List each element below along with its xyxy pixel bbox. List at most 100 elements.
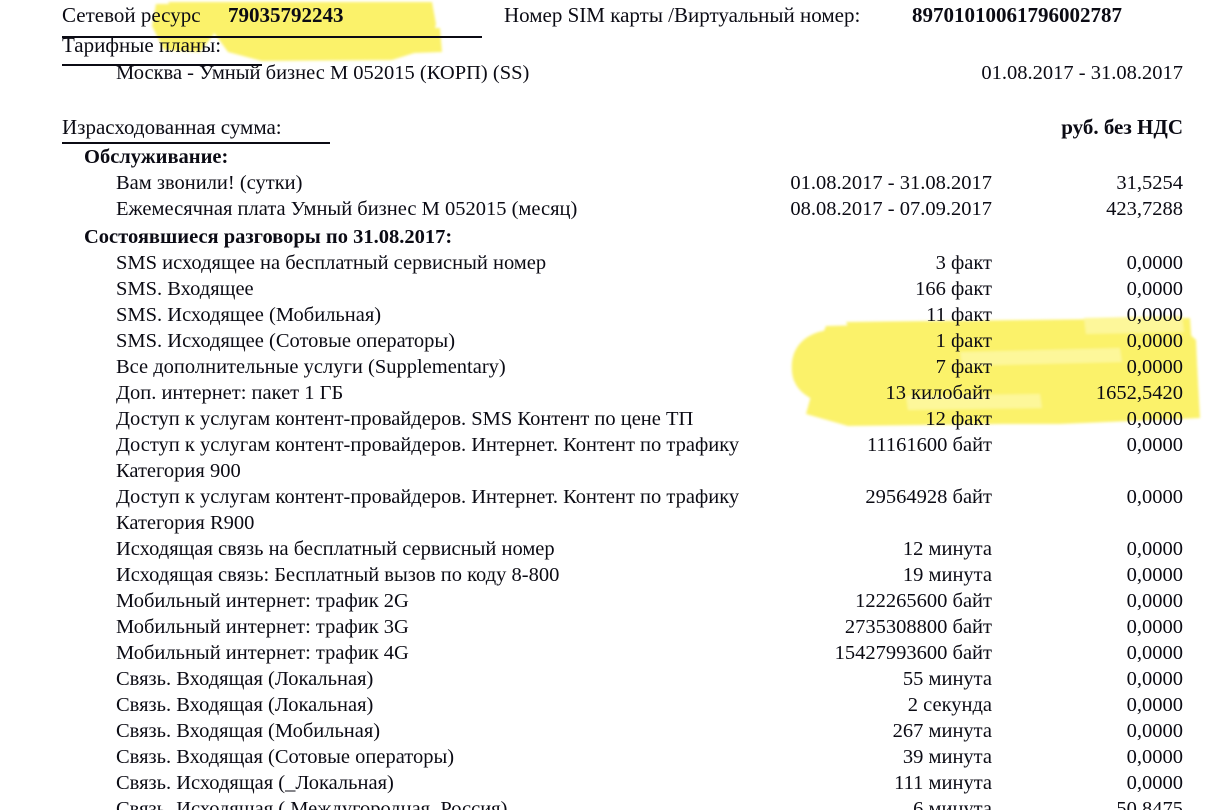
table-row: Связь. Входящая (Локальная) 2 секунда 0,00… <box>0 692 1210 718</box>
row-label: Все дополнительные услуги (Supplementary… <box>116 356 506 378</box>
table-row: Связь. Исходящая (_Локальная) 111 минута 0… <box>0 770 1210 796</box>
service-group-title: Обслуживание: <box>84 146 229 168</box>
tariff-plan-row: Москва - Умный бизнес М 052015 (КОРП) (S… <box>0 60 1210 86</box>
row-amount: 0,0000 <box>1126 252 1183 274</box>
row-amount: 423,7288 <box>1106 198 1183 220</box>
table-row: Мобильный интернет: трафик 2G 122265600 б… <box>0 588 1210 614</box>
row-quantity: 122265600 байт <box>855 590 992 612</box>
row-quantity: 15427993600 байт <box>834 642 992 664</box>
row-quantity: 08.08.2017 - 07.09.2017 <box>790 198 992 220</box>
table-row: Связь. Входящая (Локальная) 55 минута 0,00… <box>0 666 1210 692</box>
row-amount: 0,0000 <box>1126 616 1183 638</box>
table-row: Связь. Исходящая ( Междугородная, Россия… <box>0 796 1210 810</box>
table-row: SMS. Исходящее (Сотовые операторы) 1 факт… <box>0 328 1210 354</box>
rule-tariff-title <box>62 64 262 66</box>
row-quantity: 39 минута <box>902 746 992 768</box>
row-quantity: 13 килобайт <box>885 382 993 404</box>
row-label: Связь. Исходящая (_Локальная) <box>116 772 394 794</box>
table-row: Мобильный интернет: трафик 4G 15427993600… <box>0 640 1210 666</box>
row-label: Исходящая связь на бесплатный сервисный … <box>116 538 555 560</box>
row-amount: 0,0000 <box>1126 694 1183 716</box>
row-quantity: 6 минута <box>913 798 992 810</box>
network-resource-label: Сетевой ресурс <box>62 3 201 27</box>
table-row: Исходящая связь: Бесплатный вызов по код… <box>0 562 1210 588</box>
currency-note: руб. без НДС <box>1061 115 1183 139</box>
tariff-plan-period: 01.08.2017 - 31.08.2017 <box>981 62 1183 84</box>
service-group-title-row: Обслуживание: <box>0 144 1210 170</box>
row-label: Вам звонили! (сутки) <box>116 172 303 194</box>
row-amount: 0,0000 <box>1126 330 1183 352</box>
row-label: SMS. Исходящее (Мобильная) <box>116 304 382 326</box>
row-quantity: 267 минута <box>892 720 992 742</box>
row-amount: 0,0000 <box>1126 564 1183 586</box>
row-label: Мобильный интернет: трафик 3G <box>116 616 409 638</box>
row-label: Мобильный интернет: трафик 2G <box>116 590 409 612</box>
row-quantity: 3 факт <box>935 252 992 274</box>
table-row: Доступ к услугам контент-провайдеров. Ин… <box>0 432 1210 482</box>
row-label: Доступ к услугам контент-провайдеров. SM… <box>116 408 694 430</box>
sim-number-label: Номер SIM карты /Виртуальный номер: <box>504 3 861 27</box>
row-amount: 0,0000 <box>1126 408 1183 430</box>
row-quantity: 7 факт <box>935 356 992 378</box>
row-label: Доп. интернет: пакет 1 ГБ <box>116 382 344 404</box>
row-amount: 0,0000 <box>1126 278 1183 300</box>
row-amount: 0,0000 <box>1126 304 1183 326</box>
row-amount: 0,0000 <box>1126 642 1183 664</box>
row-quantity: 2735308800 байт <box>844 616 992 638</box>
calls-group-title: Состоявшиеся разговоры по 31.08.2017: <box>84 226 453 248</box>
row-quantity: 11 факт <box>926 304 992 326</box>
row-quantity: 111 минута <box>894 772 992 794</box>
network-resource-value: 79035792243 <box>228 3 344 27</box>
row-quantity: 166 факт <box>915 278 992 300</box>
tariff-plan-name: Москва - Умный бизнес М 052015 (КОРП) (S… <box>116 62 530 84</box>
table-row: Все дополнительные услуги (Supplementary… <box>0 354 1210 380</box>
row-label: Связь. Исходящая ( Междугородная, Россия… <box>116 798 508 810</box>
row-label: SMS исходящее на бесплатный сервисный но… <box>116 252 547 274</box>
row-amount: 0,0000 <box>1126 772 1183 794</box>
row-amount: 0,0000 <box>1126 356 1183 378</box>
row-quantity: 55 минута <box>902 668 992 690</box>
row-quantity: 11161600 байт <box>866 434 992 456</box>
table-row: SMS. Входящее 166 факт 0,0000 <box>0 276 1210 302</box>
row-label: SMS. Исходящее (Сотовые операторы) <box>116 330 456 352</box>
table-row: Доступ к услугам контент-провайдеров. SM… <box>0 406 1210 432</box>
row-label: Доступ к услугам контент-провайдеров. Ин… <box>116 434 740 482</box>
row-label: Доступ к услугам контент-провайдеров. Ин… <box>116 486 740 534</box>
table-row: SMS. Исходящее (Мобильная) 11 факт 0,0000 <box>0 302 1210 328</box>
table-row: Связь. Входящая (Сотовые операторы) 39 ми… <box>0 744 1210 770</box>
row-quantity: 12 факт <box>925 408 992 430</box>
table-row: Доп. интернет: пакет 1 ГБ 13 килобайт 1652… <box>0 380 1210 406</box>
row-amount: 0,0000 <box>1126 486 1183 508</box>
row-label: Связь. Входящая (Сотовые операторы) <box>116 746 455 768</box>
table-row: Доступ к услугам контент-провайдеров. Ин… <box>0 484 1210 534</box>
table-row: SMS исходящее на бесплатный сервисный но… <box>0 250 1210 276</box>
row-quantity: 1 факт <box>935 330 992 352</box>
row-amount: 0,0000 <box>1126 746 1183 768</box>
row-label: Связь. Входящая (Локальная) <box>116 668 374 690</box>
rule-network-resource <box>62 36 482 38</box>
row-amount: 0,0000 <box>1126 720 1183 742</box>
row-quantity: 12 минута <box>902 538 992 560</box>
row-amount: 31,5254 <box>1116 172 1183 194</box>
row-label: SMS. Входящее <box>116 278 254 300</box>
spent-amount-title: Израсходованная сумма: <box>62 115 282 139</box>
row-amount: 0,0000 <box>1126 434 1183 456</box>
row-amount: 1652,5420 <box>1095 382 1183 404</box>
row-amount: 0,0000 <box>1126 668 1183 690</box>
spent-amount-title-row: Израсходованная сумма: руб. без НДС <box>0 114 1210 140</box>
row-quantity: 19 минута <box>902 564 992 586</box>
table-row: Исходящая связь на бесплатный сервисный … <box>0 536 1210 562</box>
row-label: Связь. Входящая (Мобильная) <box>116 720 381 742</box>
row-amount: 0,0000 <box>1126 538 1183 560</box>
table-row: Ежемесячная плата Умный бизнес М 052015 … <box>0 196 1210 222</box>
row-quantity: 2 секунда <box>907 694 992 716</box>
sim-number-value: 89701010061796002787 <box>912 3 1122 27</box>
row-label: Исходящая связь: Бесплатный вызов по код… <box>116 564 560 586</box>
row-quantity: 01.08.2017 - 31.08.2017 <box>790 172 992 194</box>
table-row: Мобильный интернет: трафик 3G 2735308800 … <box>0 614 1210 640</box>
row-quantity: 29564928 байт <box>865 486 992 508</box>
row-label: Ежемесячная плата Умный бизнес М 052015 … <box>116 198 578 220</box>
row-label: Связь. Входящая (Локальная) <box>116 694 374 716</box>
table-row: Связь. Входящая (Мобильная) 267 минута 0,0… <box>0 718 1210 744</box>
